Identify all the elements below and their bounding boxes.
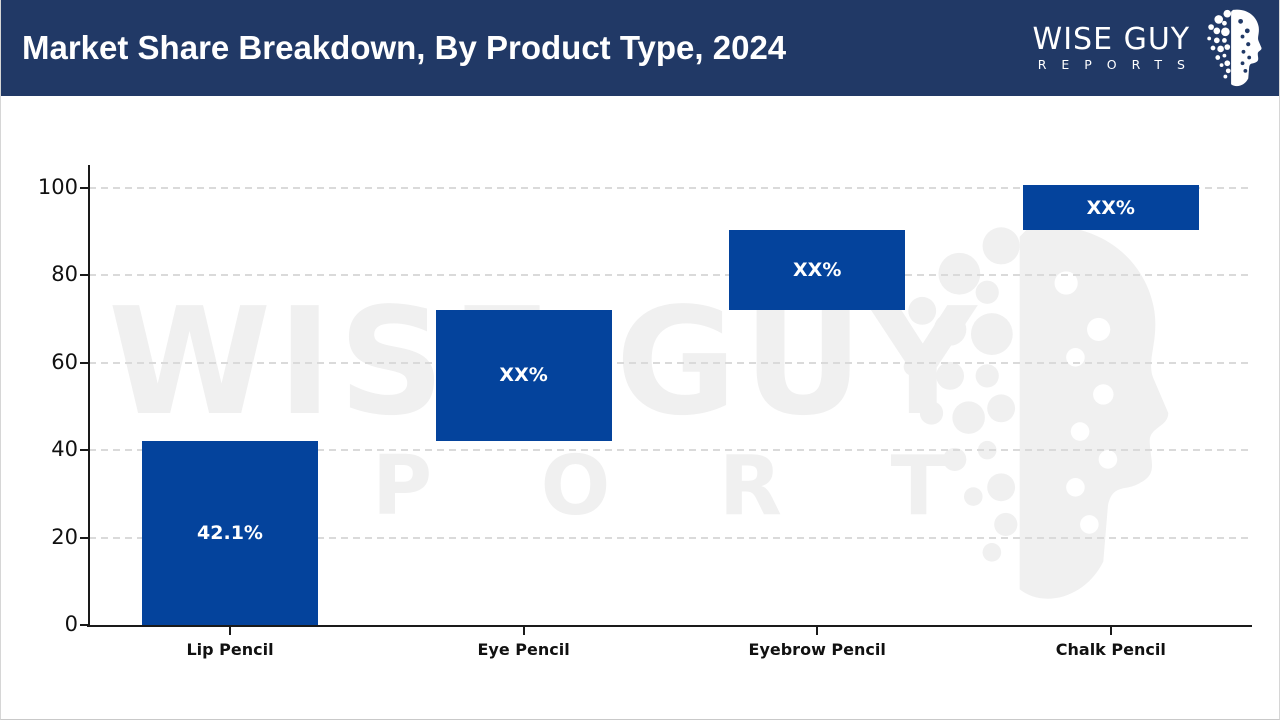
brand-logo-text: WISE GUY REPORTS — [1023, 23, 1200, 73]
page-title: Market Share Breakdown, By Product Type,… — [22, 29, 787, 66]
bar-value-label: XX% — [499, 364, 548, 387]
y-tick-label: 100 — [37, 174, 78, 199]
y-tick-label: 20 — [51, 524, 78, 549]
x-tick-mark — [229, 626, 231, 635]
x-axis-category-label: Eye Pencil — [477, 640, 570, 659]
x-tick-mark — [1109, 626, 1112, 635]
y-axis-line — [88, 165, 90, 626]
x-axis-category-label: Eyebrow Pencil — [748, 640, 886, 659]
bar-eye-pencil: XX% — [435, 310, 612, 441]
y-tick-mark — [80, 536, 89, 539]
gridline-y40 — [89, 449, 1252, 451]
gridline-y60 — [89, 361, 1252, 364]
bar-value-label: 42.1% — [197, 521, 263, 544]
watermark-face-icon — [903, 225, 1169, 599]
y-tick-label: 40 — [51, 437, 78, 461]
bar-eyebrow-pencil: XX% — [729, 229, 906, 310]
y-tick-mark — [80, 449, 89, 451]
y-tick-mark — [80, 361, 89, 364]
x-axis-category-label: Lip Pencil — [186, 640, 274, 659]
gridline-y100 — [89, 186, 1252, 189]
y-tick-label: 60 — [51, 349, 78, 374]
y-tick-mark — [80, 624, 89, 626]
y-tick-label: 0 — [64, 612, 78, 636]
gridline-y80 — [89, 274, 1252, 276]
logo-face-icon — [1207, 9, 1262, 87]
bar-value-label: XX% — [793, 258, 842, 281]
brand-subtitle: REPORTS — [1037, 57, 1200, 72]
bar-chalk-pencil: XX% — [1022, 185, 1199, 230]
x-tick-mark — [816, 626, 819, 635]
y-tick-label: 80 — [51, 262, 78, 286]
bar-value-label: XX% — [1086, 196, 1135, 219]
brand-logo: WISE GUY REPORTS — [1022, 8, 1262, 88]
gridline-y20 — [89, 536, 1252, 539]
x-axis-line — [87, 625, 1252, 627]
y-tick-mark — [80, 274, 89, 276]
x-tick-mark — [522, 626, 525, 635]
brand-name: WISE GUY — [1032, 22, 1191, 57]
header-banner: Market Share Breakdown, By Product Type,… — [0, 0, 1280, 96]
x-axis-category-label: Chalk Pencil — [1055, 640, 1166, 659]
bar-lip-pencil: 42.1% — [142, 440, 318, 625]
y-tick-mark — [80, 186, 89, 189]
